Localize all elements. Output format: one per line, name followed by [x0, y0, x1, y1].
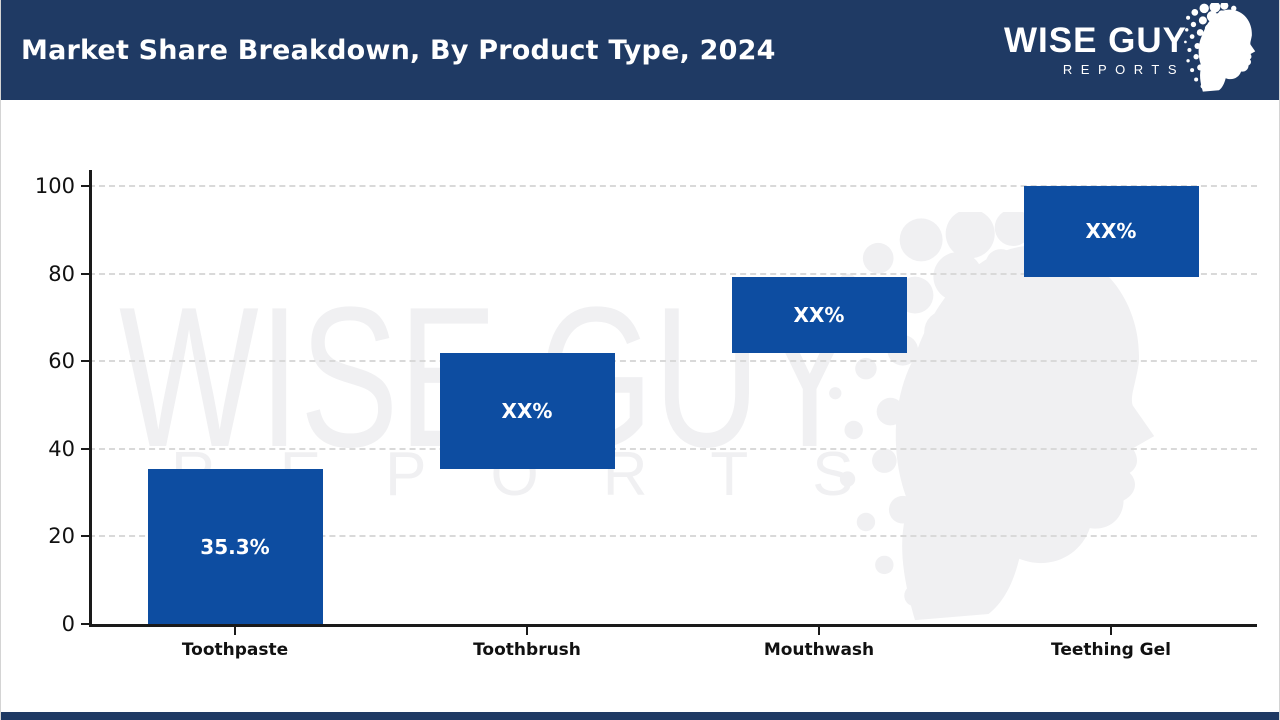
y-tick-label-20: 20 [48, 524, 75, 549]
y-tick-mark-60 [81, 360, 89, 363]
y-tick-mark-80 [81, 272, 89, 275]
bar-value-label: XX% [793, 302, 845, 327]
x-tick-mark-1 [234, 626, 236, 635]
logo-reports-text: REPORTS [1062, 62, 1185, 77]
gridline-y60 [89, 360, 1257, 363]
x-tick-label-teething-gel: Teething Gel [1051, 640, 1171, 660]
header-band: Market Share Breakdown, By Product Type,… [1, 0, 1279, 100]
chart-title: Market Share Breakdown, By Product Type,… [21, 34, 776, 66]
wiseguy-head-watermark-icon [829, 212, 1155, 621]
gridline-y100 [89, 185, 1257, 187]
x-axis-line [89, 624, 1257, 627]
logo-wiseguy-text: WISE GUY [1003, 21, 1187, 60]
wiseguy-logo: WISE GUY REPORTS [1004, 0, 1265, 100]
footer-band [1, 712, 1279, 720]
y-tick-mark-100 [81, 185, 89, 187]
gridline-y20 [89, 535, 1257, 538]
y-tick-label-80: 80 [48, 261, 75, 286]
y-tick-label-0: 0 [61, 612, 75, 636]
bar-value-label: XX% [501, 399, 553, 424]
wiseguy-head-logo-icon [1184, 3, 1256, 92]
bar-value-label: XX% [1085, 219, 1137, 244]
x-tick-label-toothbrush: Toothbrush [473, 640, 581, 660]
bar-toothbrush: XX% [439, 353, 615, 470]
bar-mouthwash: XX% [731, 276, 907, 354]
bar-toothpaste: 35.3% [147, 469, 323, 624]
y-tick-mark-40 [81, 447, 89, 450]
x-tick-label-mouthwash: Mouthwash [763, 640, 875, 660]
y-tick-label-40: 40 [48, 436, 75, 461]
logo-text: WISE GUY REPORTS [1004, 23, 1187, 77]
x-tick-mark-4 [1110, 626, 1112, 635]
y-axis-line [89, 170, 92, 627]
y-tick-label-60: 60 [48, 349, 75, 374]
y-tick-mark-20 [81, 535, 89, 538]
bar-value-label: 35.3% [200, 534, 270, 559]
x-tick-mark-2 [526, 626, 528, 635]
x-tick-label-toothpaste: Toothpaste [181, 640, 289, 660]
x-tick-mark-3 [818, 626, 820, 635]
bar-teething-gel: XX% [1023, 186, 1199, 277]
y-tick-mark-0 [81, 623, 89, 625]
y-tick-label-100: 100 [34, 174, 75, 198]
gridline-y80 [89, 272, 1257, 275]
gridline-y40 [89, 447, 1257, 450]
